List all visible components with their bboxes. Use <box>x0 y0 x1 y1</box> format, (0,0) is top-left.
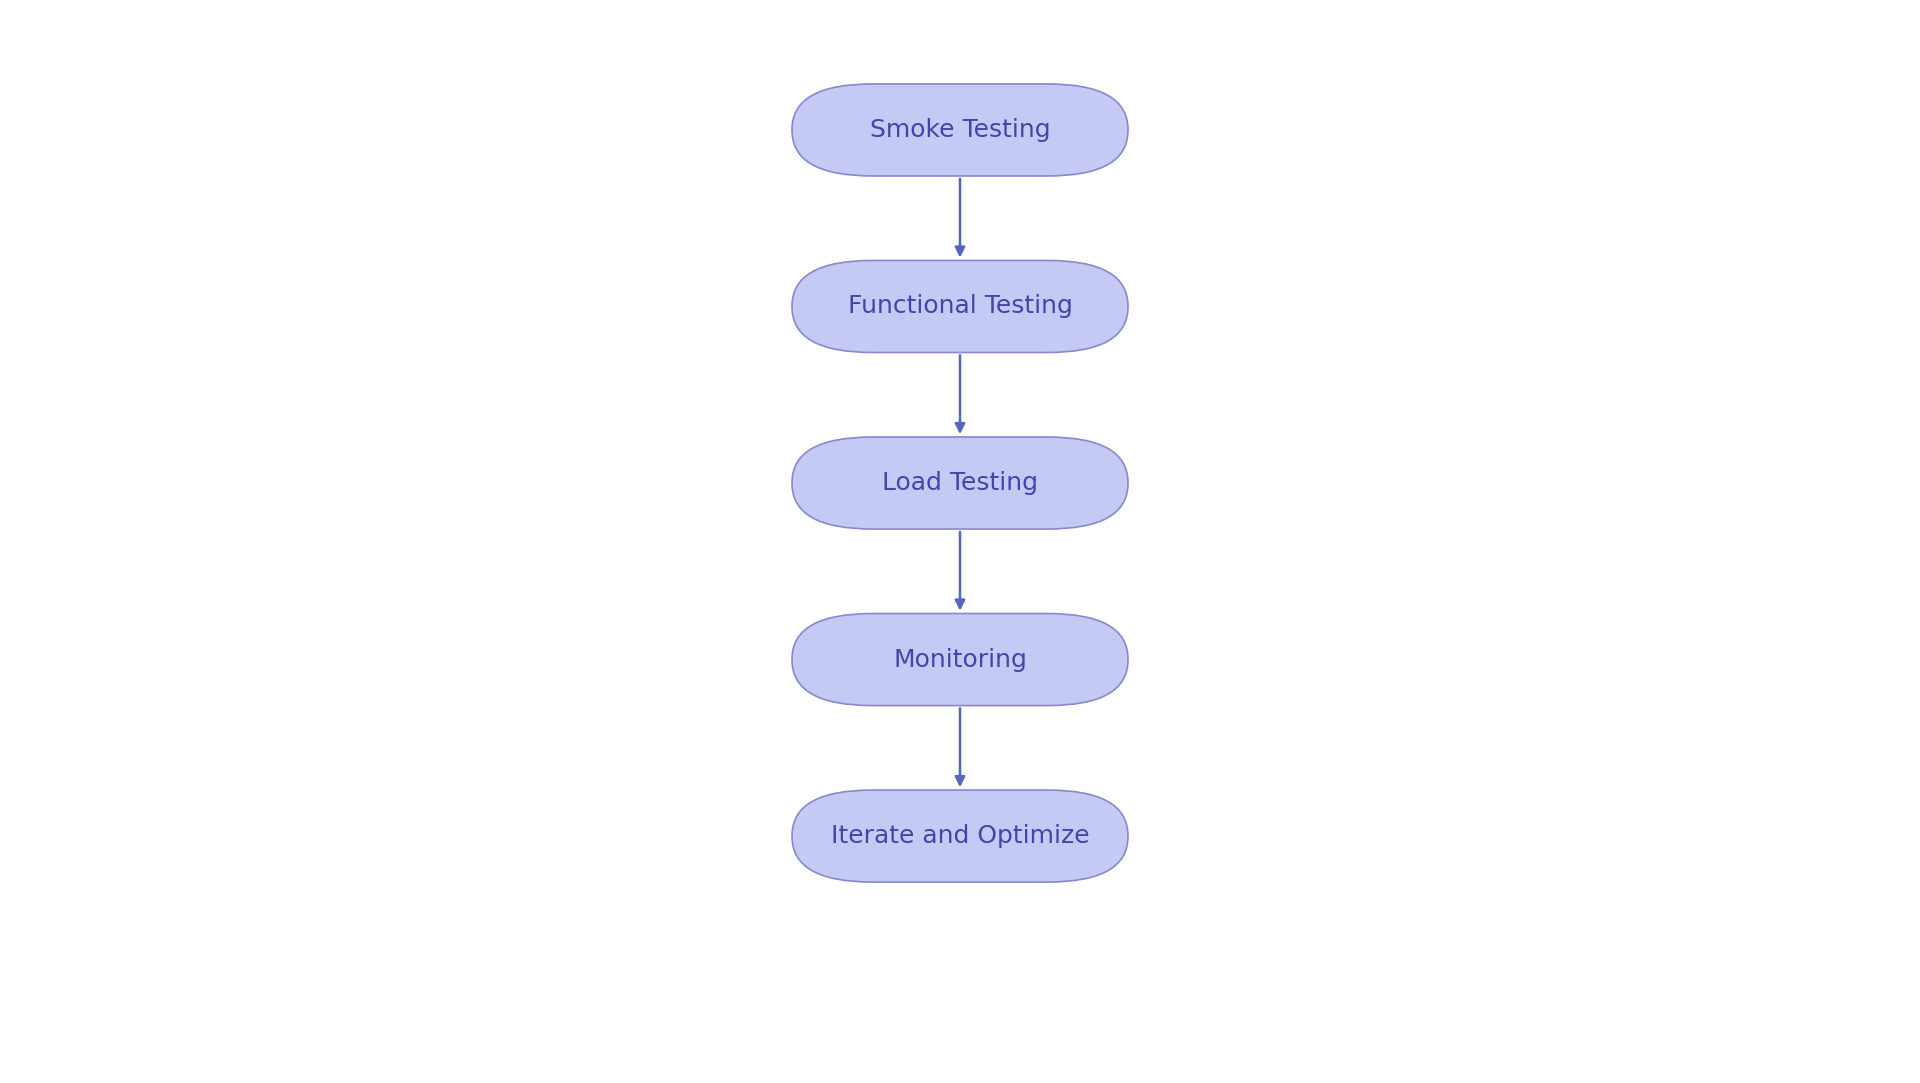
FancyBboxPatch shape <box>791 261 1127 353</box>
FancyBboxPatch shape <box>791 791 1127 882</box>
Text: Functional Testing: Functional Testing <box>847 295 1073 318</box>
FancyBboxPatch shape <box>791 613 1127 706</box>
FancyBboxPatch shape <box>791 84 1127 175</box>
FancyBboxPatch shape <box>791 436 1127 529</box>
Text: Iterate and Optimize: Iterate and Optimize <box>831 824 1089 848</box>
Text: Smoke Testing: Smoke Testing <box>870 118 1050 142</box>
Text: Load Testing: Load Testing <box>881 471 1039 495</box>
Text: Monitoring: Monitoring <box>893 648 1027 671</box>
